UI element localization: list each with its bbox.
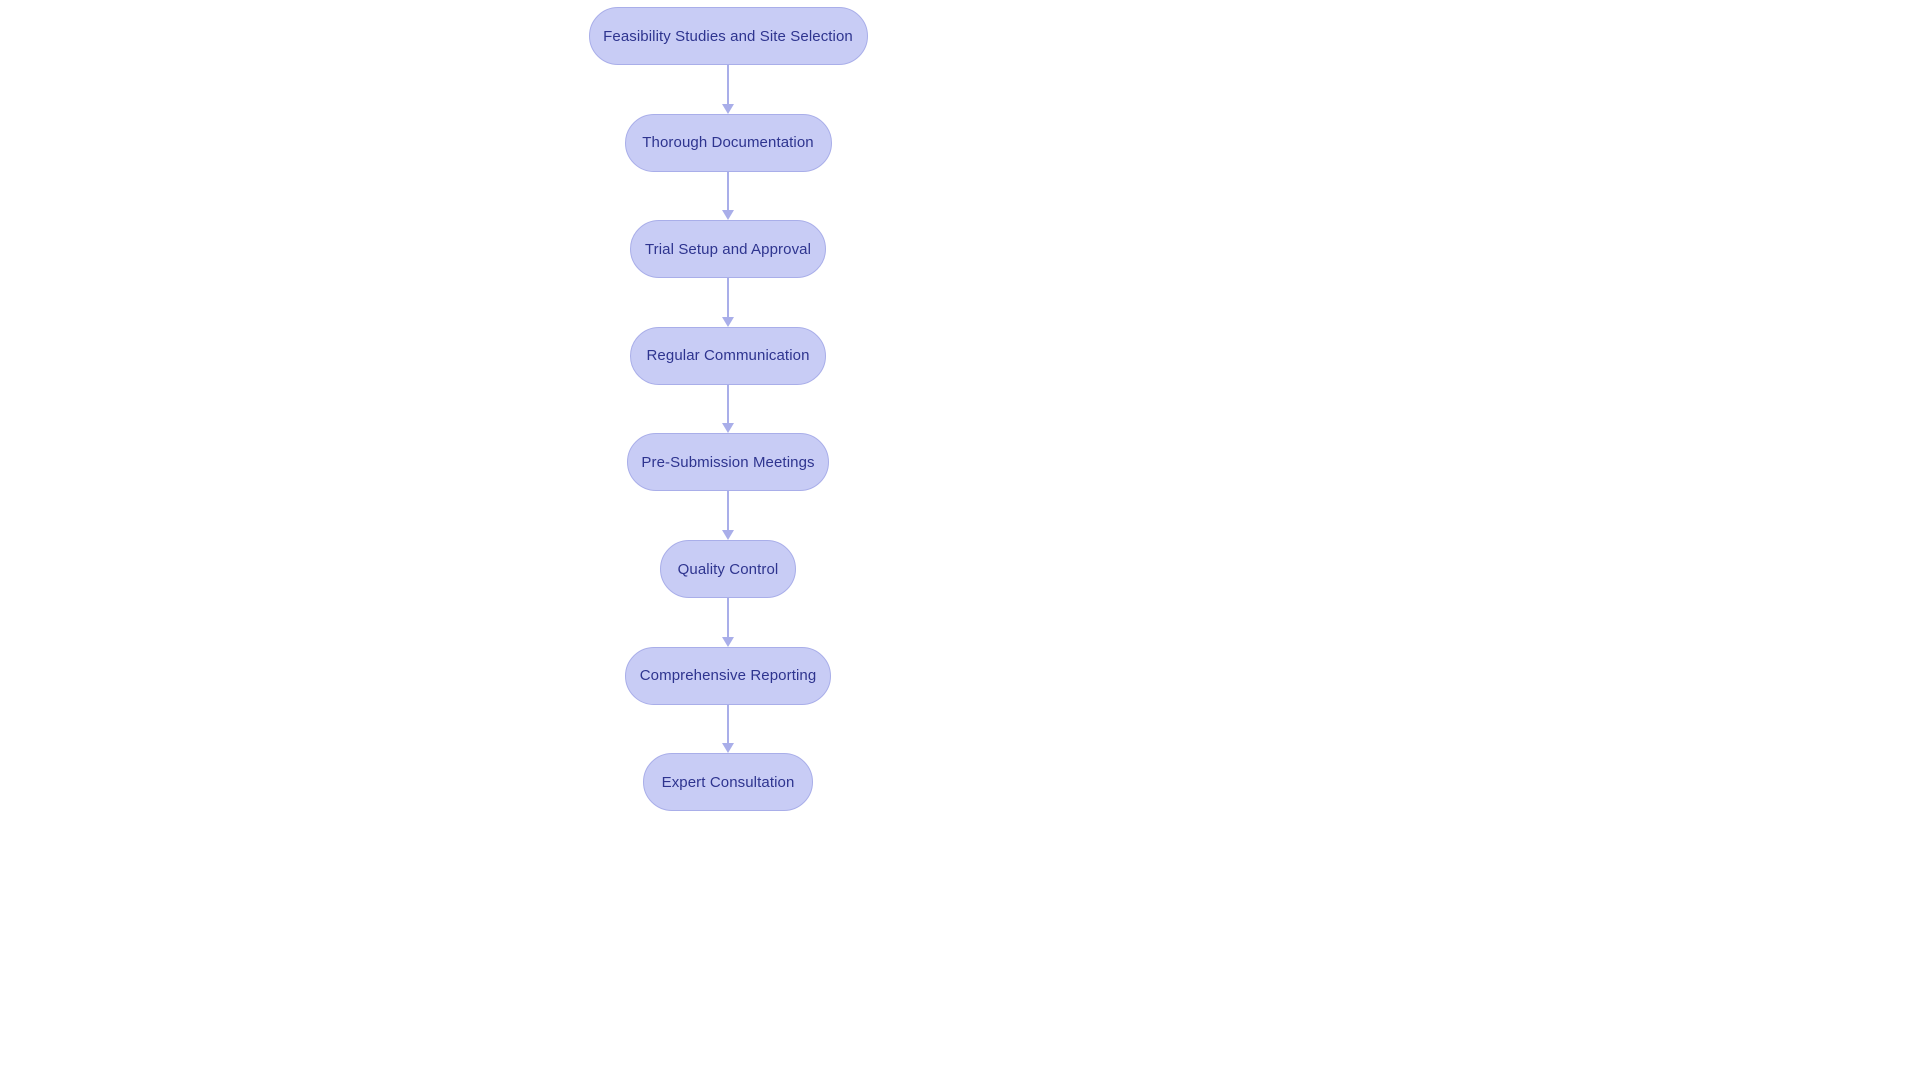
flowchart-node: Feasibility Studies and Site Selection [589, 7, 868, 65]
flowchart-node: Pre-Submission Meetings [627, 433, 829, 491]
arrow-down-icon [722, 317, 734, 327]
flowchart-node: Regular Communication [630, 327, 826, 385]
arrow-down-icon [722, 210, 734, 220]
arrow-down-icon [722, 637, 734, 647]
edge-line [727, 65, 729, 104]
flowchart-node: Comprehensive Reporting [625, 647, 831, 705]
flowchart-node: Expert Consultation [643, 753, 813, 811]
flowchart-container: Feasibility Studies and Site Selection Th… [0, 0, 1920, 1083]
edge-line [727, 705, 729, 744]
flowchart-node: Thorough Documentation [625, 114, 832, 172]
edge-line [727, 278, 729, 317]
edge-line [727, 385, 729, 424]
arrow-down-icon [722, 423, 734, 433]
arrow-down-icon [722, 743, 734, 753]
arrow-down-icon [722, 530, 734, 540]
edge-line [727, 172, 729, 211]
edge-line [727, 598, 729, 637]
edge-line [727, 491, 729, 530]
arrow-down-icon [722, 104, 734, 114]
flowchart-node: Quality Control [660, 540, 796, 598]
flowchart-node: Trial Setup and Approval [630, 220, 826, 278]
